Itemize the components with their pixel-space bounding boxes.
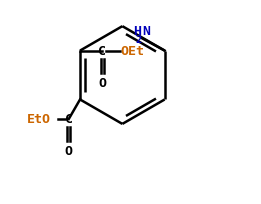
Text: C: C (98, 45, 106, 58)
Text: C: C (65, 113, 73, 126)
Text: O: O (98, 77, 106, 90)
Text: H: H (133, 25, 141, 38)
Text: EtO: EtO (27, 113, 51, 126)
Text: O: O (65, 145, 73, 157)
Text: N: N (142, 25, 150, 38)
Text: 2: 2 (135, 35, 141, 45)
Text: OEt: OEt (121, 45, 145, 58)
